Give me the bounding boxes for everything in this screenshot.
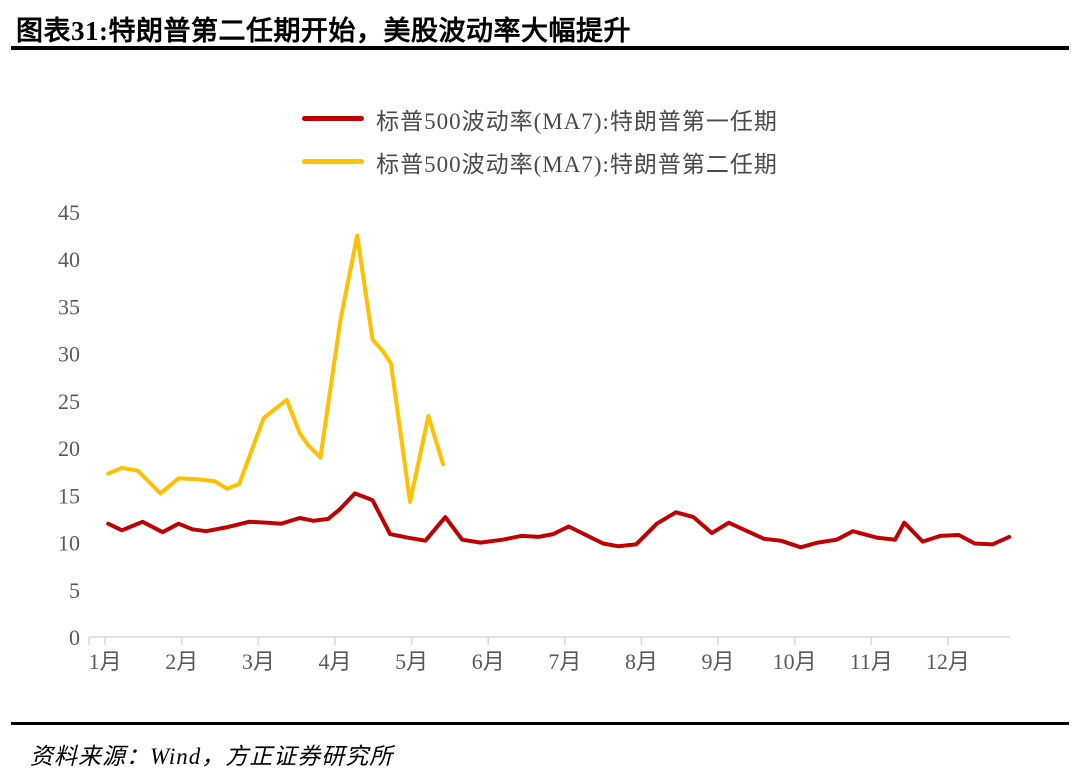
volatility-line-chart: 1月 2月 3月 4月 5月 6月 7月 8月 9月 10月 11月 12月 0 5 10 15 20 25 30 3…: [58, 200, 1012, 674]
title-divider: [11, 46, 1069, 50]
legend-label-2: 标普500波动率(MA7):特朗普第二任期: [376, 151, 778, 177]
x-tick-label-5: 5月: [395, 649, 428, 674]
y-tick-label-45: 45: [58, 200, 80, 225]
source-note: 资料来源：Wind，方正证券研究所: [30, 744, 394, 769]
y-tick-label-30: 30: [58, 342, 80, 367]
y-tick-label-35: 35: [58, 294, 80, 319]
x-tick-label-12: 12月: [926, 649, 970, 674]
y-tick-label-5: 5: [69, 578, 80, 603]
y-tick-label-20: 20: [58, 436, 80, 461]
series-line-1: [106, 491, 1012, 550]
x-tick-label-1: 1月: [89, 649, 122, 674]
legend-swatch-1: [302, 116, 365, 121]
x-tick-label-6: 6月: [472, 649, 505, 674]
legend-swatch-2: [302, 159, 365, 164]
x-tick-label-3: 3月: [242, 649, 275, 674]
legend-label-1: 标普500波动率(MA7):特朗普第一任期: [376, 108, 778, 134]
series-line-2: [106, 233, 445, 504]
x-tick-label-11: 11月: [850, 649, 893, 674]
footer-divider: [11, 722, 1069, 725]
legend-item-1: 标普500波动率(MA7):特朗普第一任期: [302, 97, 778, 140]
x-tick-label-2: 2月: [165, 649, 198, 674]
y-tick-label-10: 10: [58, 531, 80, 556]
x-tick-label-9: 9月: [702, 649, 735, 674]
y-tick-label-0: 0: [69, 625, 80, 650]
chart-legend: 标普500波动率(MA7):特朗普第一任期 标普500波动率(MA7):特朗普第二…: [0, 97, 1080, 183]
x-tick-label-4: 4月: [318, 649, 351, 674]
legend-item-2: 标普500波动率(MA7):特朗普第二任期: [302, 140, 778, 183]
x-tick-label-10: 10月: [773, 649, 817, 674]
x-tick-label-8: 8月: [625, 649, 658, 674]
figure-title: 图表31:特朗普第二任期开始，美股波动率大幅提升: [16, 16, 631, 46]
y-tick-label-15: 15: [58, 483, 80, 508]
y-tick-label-40: 40: [58, 247, 80, 272]
x-tick-label-7: 7月: [548, 649, 581, 674]
y-tick-label-25: 25: [58, 389, 80, 414]
